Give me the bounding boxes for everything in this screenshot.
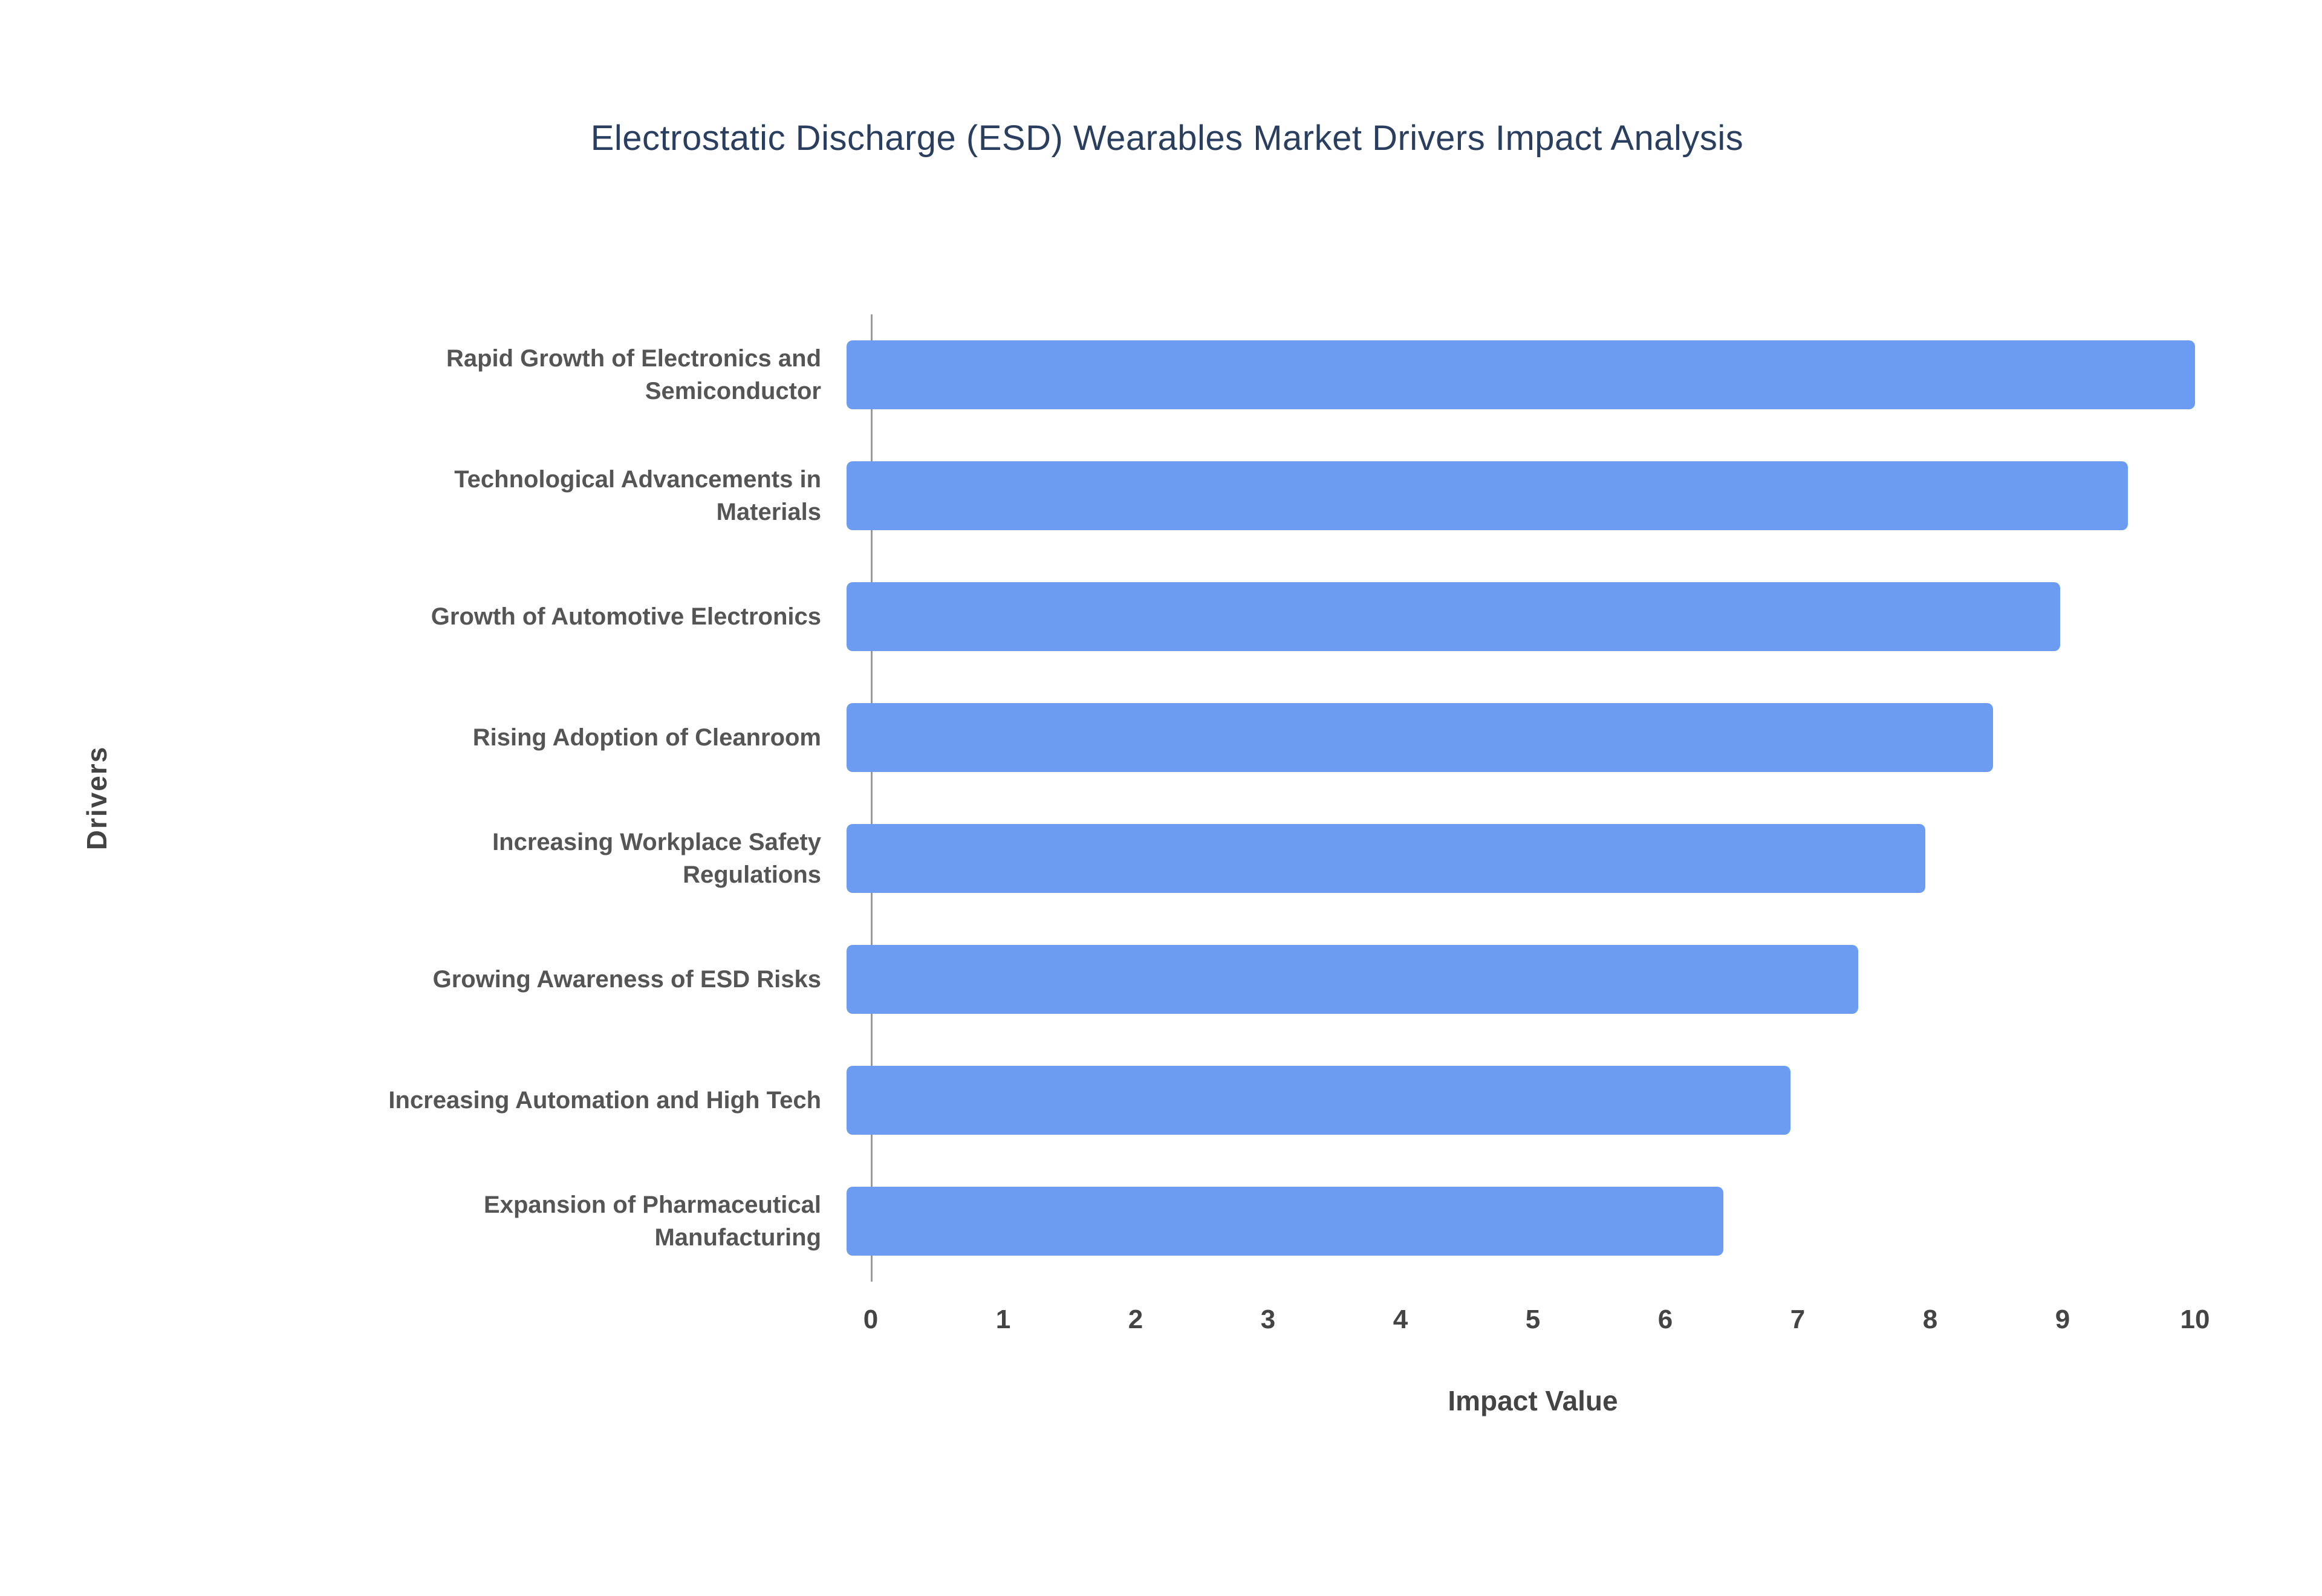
plot-area: Rapid Growth of Electronics and Semicond… xyxy=(357,314,2210,1417)
category-label: Increasing Workplace Safety Regulations xyxy=(492,829,821,888)
x-tick-label: 8 xyxy=(1922,1305,1938,1334)
x-tick-label: 9 xyxy=(2055,1305,2070,1334)
x-tick-label: 1 xyxy=(995,1305,1011,1334)
x-tick-label: 2 xyxy=(1128,1305,1143,1334)
bar-row: Rising Adoption of Cleanroom xyxy=(357,677,2195,798)
bar-row: Growth of Automotive Electronics xyxy=(357,556,2195,677)
bar xyxy=(847,582,2060,651)
chart-title: Electrostatic Discharge (ESD) Wearables … xyxy=(590,118,1744,158)
bar-row: Expansion of Pharmaceutical Manufacturin… xyxy=(357,1161,2195,1282)
bar-track xyxy=(847,1040,2195,1161)
bar xyxy=(847,340,2195,409)
bar xyxy=(847,945,1858,1014)
bar xyxy=(847,1187,1723,1256)
x-axis: 0 1 2 3 4 5 6 7 8 9 10 xyxy=(863,1282,2210,1348)
category-label: Rapid Growth of Electronics and Semicond… xyxy=(446,345,821,404)
bar-track xyxy=(847,677,2195,798)
category-label: Expansion of Pharmaceutical Manufacturin… xyxy=(484,1192,821,1251)
bar-row: Increasing Automation and High Tech xyxy=(357,1040,2195,1161)
y-axis-line xyxy=(871,314,873,1282)
bar-row: Increasing Workplace Safety Regulations xyxy=(357,798,2195,919)
bar-row: Growing Awareness of ESD Risks xyxy=(357,919,2195,1040)
bar xyxy=(847,703,1993,772)
x-tick-label: 7 xyxy=(1790,1305,1806,1334)
bar-track xyxy=(847,798,2195,919)
x-tick-label: 3 xyxy=(1260,1305,1276,1334)
bar xyxy=(847,1066,1790,1135)
x-tick-label: 10 xyxy=(2180,1305,2210,1334)
bar-rows: Rapid Growth of Electronics and Semicond… xyxy=(357,314,2195,1282)
bar xyxy=(847,461,2128,530)
bar-track xyxy=(847,556,2195,677)
category-label: Growing Awareness of ESD Risks xyxy=(432,966,821,993)
category-label: Rising Adoption of Cleanroom xyxy=(472,724,821,751)
bar-row: Rapid Growth of Electronics and Semicond… xyxy=(357,314,2195,435)
x-tick-label: 6 xyxy=(1657,1305,1673,1334)
bar-row: Technological Advancements in Materials xyxy=(357,435,2195,556)
category-label: Increasing Automation and High Tech xyxy=(388,1087,821,1114)
category-label: Technological Advancements in Materials xyxy=(454,466,821,525)
x-tick-label: 0 xyxy=(863,1305,879,1334)
bar-track xyxy=(847,1161,2195,1282)
category-label: Growth of Automotive Electronics xyxy=(431,603,821,630)
x-tick-label: 5 xyxy=(1525,1305,1541,1334)
x-tick-label: 4 xyxy=(1393,1305,1408,1334)
y-axis-title: Drivers xyxy=(81,745,112,851)
bar xyxy=(847,824,1925,893)
bar-track xyxy=(847,919,2195,1040)
x-axis-title: Impact Value xyxy=(1448,1385,1618,1416)
bar-track xyxy=(847,314,2195,435)
bar-track xyxy=(847,435,2195,556)
